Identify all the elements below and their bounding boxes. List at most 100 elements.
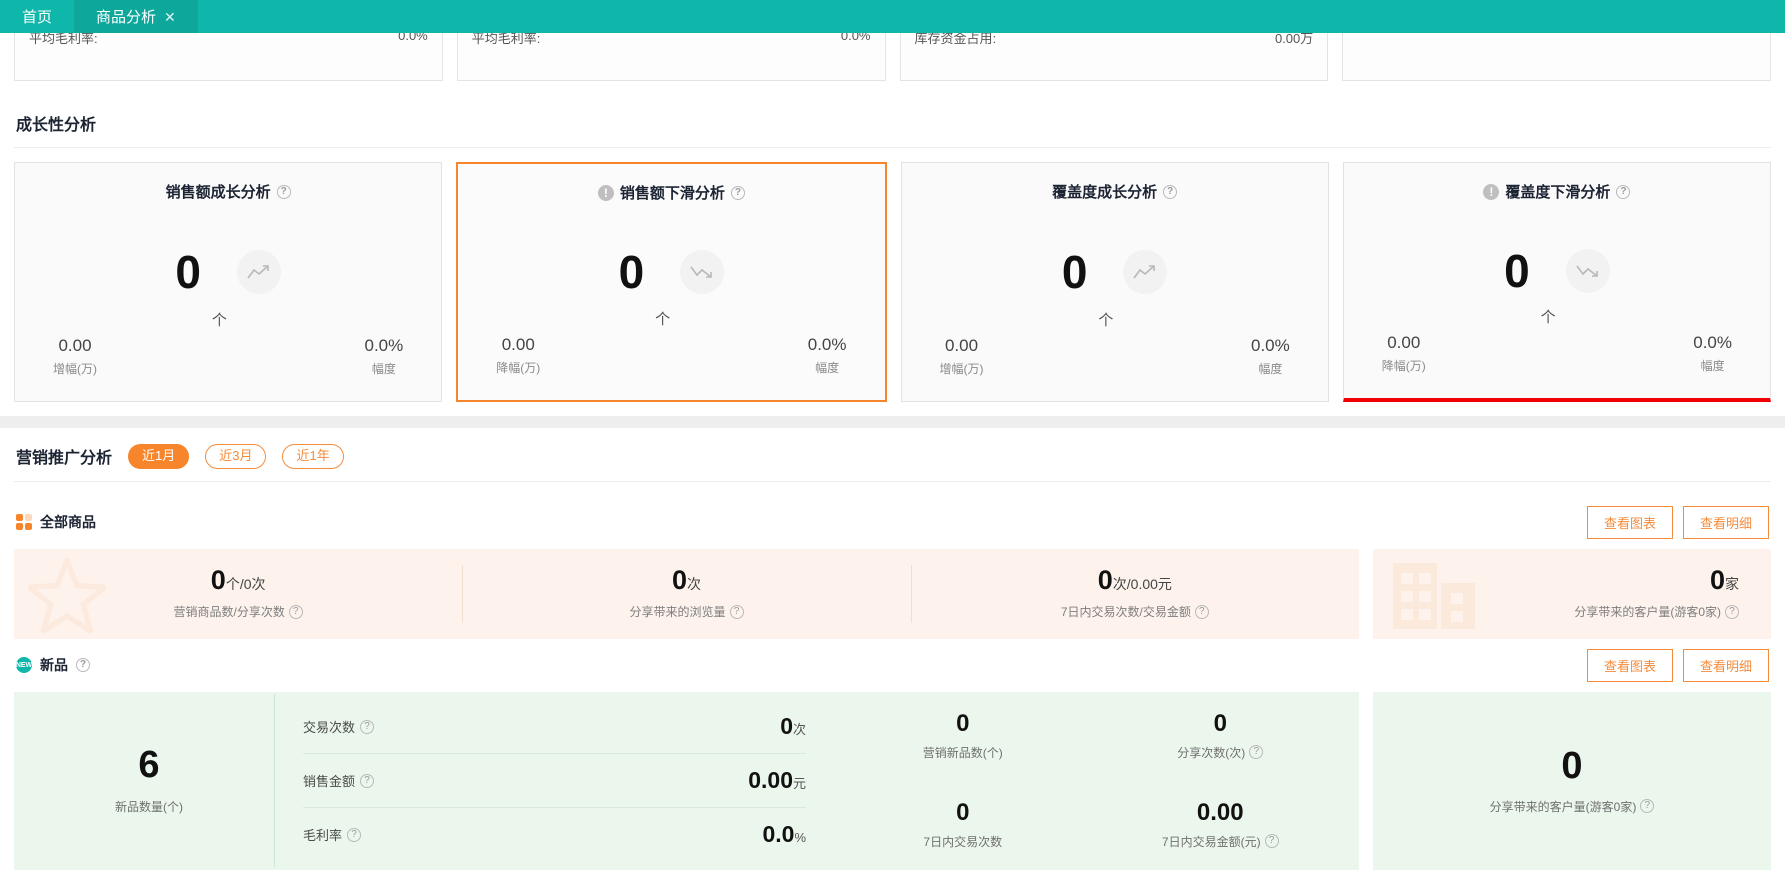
growth-card-foot-item: 0.0% 幅度 (1693, 333, 1732, 374)
help-icon[interactable]: ? (76, 658, 90, 673)
help-icon[interactable]: ? (1194, 604, 1209, 619)
new-product-title: 新品 (40, 657, 68, 674)
quad-value: 0 (956, 798, 970, 826)
growth-card-foot-item: 0.00 降幅(万) (1382, 333, 1426, 374)
stat-label-row: 7日内交易次数/交易金额? (1061, 603, 1209, 620)
growth-card-foot-value: 0.0% (1251, 336, 1290, 355)
growth-card-foot-value: 0.0% (364, 336, 404, 355)
stat-number: 0 (1097, 565, 1113, 596)
growth-card-title-row: 覆盖度成长分析 ? (922, 181, 1308, 202)
tab-home[interactable]: 首页 (0, 0, 74, 33)
summary-card-value: 0.0% (398, 33, 428, 43)
metric-value: 0次 (780, 713, 806, 740)
help-icon[interactable]: ? (1249, 745, 1264, 760)
quad-value: 0.00 (1196, 798, 1244, 826)
range-filter-1year[interactable]: 近1年 (282, 444, 344, 469)
metric-number: 0.00 (748, 767, 793, 794)
tab-product-analysis[interactable]: 商品分析 ✕ (74, 0, 198, 33)
marketing-analysis-panel: 营销推广分析 近1月 近3月 近1年 全部商品 查看图表 查看明细 0个/0次 (0, 428, 1785, 872)
metric-unit: 元 (792, 776, 806, 792)
growth-card-metric: 0 个 (35, 208, 421, 336)
all-goods-title: 全部商品 (40, 514, 96, 531)
help-icon[interactable]: ? (730, 185, 745, 200)
help-icon[interactable]: ? (360, 719, 375, 734)
help-icon[interactable]: ? (729, 604, 744, 619)
stat-label: 营销商品数/分享次数 (173, 605, 285, 620)
tab-product-analysis-label: 商品分析 (96, 9, 157, 26)
growth-card-foot-value: 0.00 (1387, 333, 1421, 352)
help-icon[interactable]: ? (288, 604, 303, 619)
view-chart-button[interactable]: 查看图表 (1586, 505, 1673, 539)
quad-label: 7日内交易次数 (923, 834, 1003, 849)
growth-card-coverage-down[interactable]: ! 覆盖度下滑分析 ? 0 个 0.00 降幅(万) (1342, 162, 1771, 402)
summary-card (1342, 33, 1771, 81)
metric-label-row: 交易次数? (303, 717, 375, 736)
view-detail-button[interactable]: 查看明细 (1682, 505, 1769, 539)
growth-card-foot-value: 0.00 (58, 336, 92, 355)
all-goods-title-row: 全部商品 (16, 512, 96, 532)
help-icon[interactable]: ? (1640, 799, 1655, 814)
tab-home-label: 首页 (22, 9, 53, 26)
growth-card-foot-label: 幅度 (1258, 362, 1283, 376)
growth-card-foot-item: 0.0% 幅度 (1251, 336, 1290, 377)
view-chart-button[interactable]: 查看图表 (1586, 648, 1673, 682)
building-icon (1393, 562, 1475, 629)
stat-cell-share-views: 0次 分享带来的浏览量? (462, 549, 910, 639)
metric-unit: 次 (792, 722, 806, 738)
quad-cell-share-count: 0 分享次数(次)? (1092, 711, 1350, 761)
growth-card-title-row: ! 销售额下滑分析 ? (478, 182, 864, 203)
quad-label-row: 7日内交易次数 (923, 833, 1002, 850)
trend-up-icon (1123, 250, 1168, 294)
growth-card-foot-label: 幅度 (815, 361, 840, 375)
growth-card-sales-down[interactable]: ! 销售额下滑分析 ? 0 个 0.00 降幅(万) (456, 162, 887, 402)
growth-card-footer: 0.00 增幅(万) 0.0% 幅度 (35, 336, 421, 385)
help-icon[interactable]: ? (1725, 604, 1739, 619)
view-detail-button[interactable]: 查看明细 (1682, 648, 1769, 682)
help-icon[interactable]: ? (276, 184, 291, 199)
help-icon[interactable]: ? (1264, 834, 1279, 849)
grid-icon (16, 514, 32, 531)
stat-unit: 个/0次 (225, 576, 266, 593)
help-icon[interactable]: ? (360, 773, 375, 788)
quad-label: 7日内交易金额(元) (1161, 834, 1261, 849)
stat-number: 0 (671, 565, 687, 596)
growth-card-value: 0 (1504, 244, 1530, 297)
help-icon[interactable]: ? (1163, 184, 1178, 199)
stat-value: 0次/0.00元 (1098, 567, 1172, 594)
growth-card-foot-value: 0.00 (501, 335, 535, 354)
growth-card-foot-label: 幅度 (371, 362, 396, 376)
growth-card-foot-label: 增幅(万) (939, 362, 984, 376)
all-goods-header: 全部商品 查看图表 查看明细 (14, 496, 1771, 549)
browser-tab-bar: 首页 商品分析 ✕ (0, 0, 1785, 33)
growth-card-sales-up[interactable]: 销售额成长分析 ? 0 个 0.00 增幅(万) 0.0% (14, 162, 443, 402)
metric-row-gross-margin: 毛利率? 0.0% (303, 808, 806, 861)
new-product-count-value: 6 (138, 744, 160, 787)
all-goods-actions: 查看图表 查看明细 (1586, 505, 1769, 539)
marketing-section-title: 营销推广分析 (16, 450, 113, 468)
stat-cell-7day-trades: 0次/0.00元 7日内交易次数/交易金额? (910, 549, 1359, 639)
growth-card-foot-value: 0.0% (807, 335, 847, 354)
growth-card-foot-label: 幅度 (1700, 359, 1725, 373)
summary-card: 平均毛利率: 0.0% (14, 33, 443, 81)
growth-card-metric: 0 个 (478, 209, 864, 335)
stat-label-row: 分享带来的客户量(游客0家)? (1574, 603, 1739, 620)
help-icon[interactable]: ? (1616, 184, 1631, 199)
growth-card-unit: 个 (211, 312, 227, 329)
growth-card-row: 销售额成长分析 ? 0 个 0.00 增幅(万) 0.0% (14, 162, 1771, 402)
range-filter-1month[interactable]: 近1月 (128, 444, 190, 469)
trend-up-icon (236, 250, 281, 294)
close-icon[interactable]: ✕ (164, 8, 176, 25)
growth-card-title-row: ! 覆盖度下滑分析 ? (1364, 181, 1750, 202)
new-product-stats-row: 6 新品数量(个) 交易次数? 0次 销售金额? 0.00元 毛利率? 0.0% (14, 691, 1771, 870)
growth-card-coverage-up[interactable]: 覆盖度成长分析 ? 0 个 0.00 增幅(万) 0.0% (900, 162, 1329, 402)
help-icon[interactable]: ? (347, 827, 362, 842)
stat-value: 0个/0次 (211, 567, 266, 594)
quad-label-row: 分享次数(次)? (1177, 744, 1264, 761)
metric-label-row: 毛利率? (303, 825, 362, 844)
metric-label-row: 销售金额? (303, 771, 375, 790)
range-filter-3month[interactable]: 近3月 (205, 444, 267, 469)
stat-number: 0 (210, 565, 226, 596)
side-stat-value: 0 (1561, 744, 1583, 787)
summary-card: 平均毛利率: 0.0% (456, 33, 886, 81)
stat-label: 分享带来的客户量(游客0家) (1574, 605, 1721, 620)
